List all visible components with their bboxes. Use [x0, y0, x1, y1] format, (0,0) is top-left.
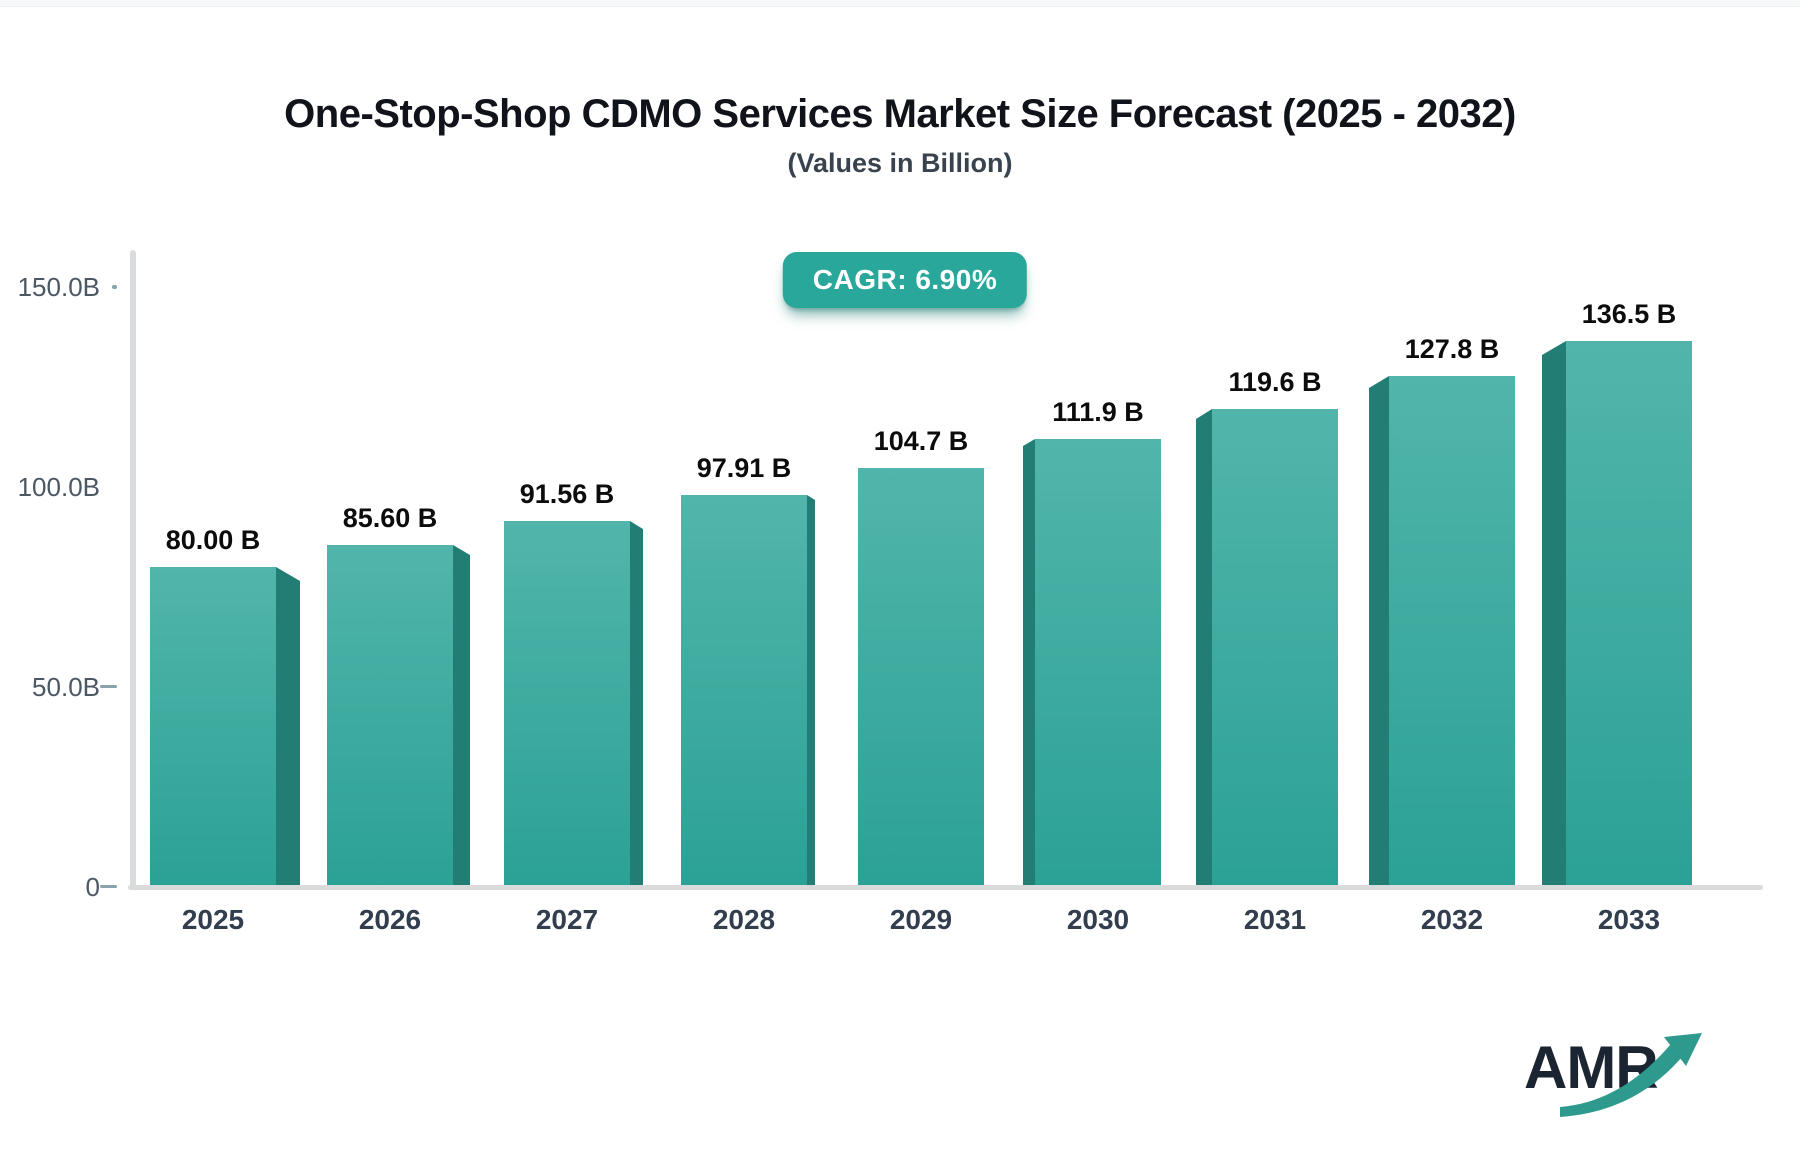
bar-value-label: 104.7 B — [873, 426, 969, 456]
top-strip — [0, 0, 1800, 7]
chart-subtitle: (Values in Billion) — [787, 148, 1013, 178]
bar — [150, 567, 276, 887]
bar-side-face — [1369, 376, 1389, 887]
x-axis-category-label: 2029 — [889, 904, 953, 935]
y-axis-tick-mark — [100, 885, 117, 888]
y-axis-tick-label: 0 — [85, 872, 100, 902]
bar-value-label: 119.6 B — [1228, 367, 1322, 397]
bar-side-face — [1542, 341, 1566, 887]
cagr-badge: CAGR: 6.90% — [782, 252, 1028, 308]
bar-value-label: 85.60 B — [342, 503, 438, 533]
growth-arrow-icon — [1560, 1033, 1702, 1117]
bar-value-label: 97.91 B — [696, 453, 792, 483]
y-axis-tick-mark — [100, 685, 117, 688]
x-axis-category-label: 2032 — [1420, 904, 1484, 935]
bar-side-face — [1196, 409, 1212, 887]
chart-title: One-Stop-Shop CDMO Services Market Size … — [284, 92, 1516, 136]
bar-side-face — [1023, 439, 1035, 887]
x-axis-category-label: 2030 — [1066, 904, 1130, 935]
bar — [1212, 409, 1338, 887]
bar-side-face — [276, 567, 300, 887]
bar-side-face — [807, 495, 815, 887]
y-axis-tick-label: 100.0B — [17, 472, 100, 502]
bar — [504, 521, 630, 887]
amr-logo: AMR — [1500, 1015, 1730, 1135]
bar-side-face — [630, 521, 643, 887]
bar — [1566, 341, 1692, 887]
bar-value-label: 136.5 B — [1581, 299, 1677, 329]
y-axis-tick-label: 50.0B — [32, 672, 100, 702]
bar — [1035, 439, 1161, 887]
x-axis-category-label: 2027 — [535, 904, 599, 935]
bar — [1389, 376, 1515, 887]
x-axis-category-label: 2025 — [181, 904, 245, 935]
y-axis-tick-mark — [112, 285, 117, 289]
bar-value-label: 127.8 B — [1404, 334, 1500, 364]
bar-value-label: 91.56 B — [519, 479, 615, 509]
y-axis-tick-label: 150.0B — [17, 272, 100, 302]
bar-value-label: 80.00 B — [165, 525, 261, 555]
x-axis-category-label: 2026 — [358, 904, 422, 935]
x-axis-category-label: 2031 — [1243, 904, 1307, 935]
y-axis-line — [130, 250, 136, 890]
bar — [327, 545, 453, 887]
bar-side-face — [453, 545, 470, 887]
x-axis-category-label: 2028 — [712, 904, 776, 935]
bar — [858, 468, 984, 887]
bar-value-label: 111.9 B — [1052, 397, 1144, 427]
bar — [681, 495, 807, 887]
x-axis-line — [128, 885, 1763, 890]
cagr-label: CAGR: 6.90% — [812, 264, 998, 295]
x-axis-category-label: 2033 — [1597, 904, 1661, 935]
